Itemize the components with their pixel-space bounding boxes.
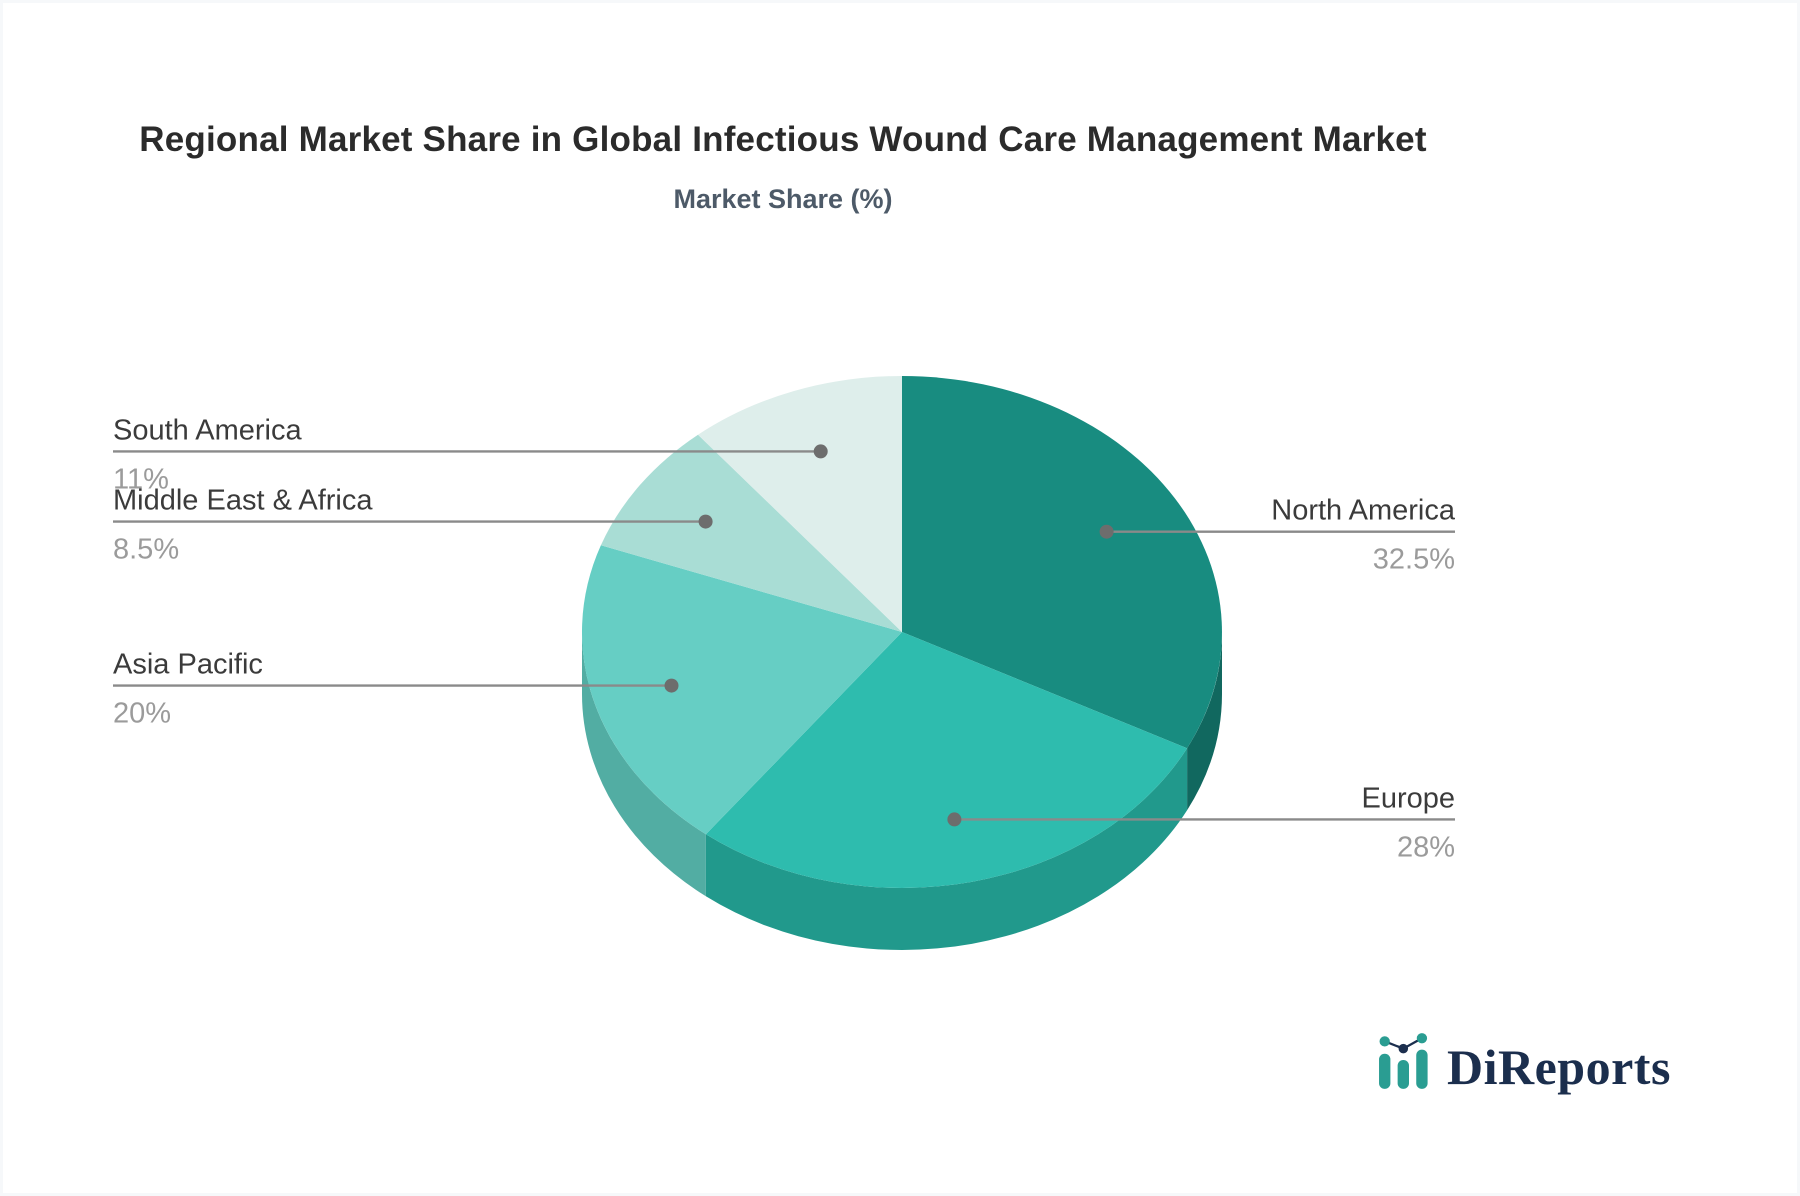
leader-dot-middle-east-africa bbox=[698, 514, 713, 529]
slice-value-south-america: 11% bbox=[113, 463, 169, 495]
slice-value-middle-east-africa: 8.5% bbox=[113, 534, 179, 566]
leader-dot-asia-pacific bbox=[664, 678, 679, 693]
slice-label-south-america: South America bbox=[113, 414, 302, 446]
pie-slice-side-north-america bbox=[1187, 632, 1222, 811]
slice-label-asia-pacific: Asia Pacific bbox=[113, 649, 263, 681]
slice-label-middle-east-africa: Middle East & Africa bbox=[113, 485, 373, 517]
brand-logo: DiReports bbox=[1378, 1032, 1671, 1092]
slice-label-europe: Europe bbox=[1361, 782, 1455, 814]
bar-chart-trend-icon bbox=[1379, 1033, 1428, 1089]
leader-dot-north-america bbox=[1099, 524, 1114, 539]
slice-value-asia-pacific: 20% bbox=[113, 698, 171, 730]
leader-dot-south-america bbox=[813, 444, 828, 459]
leader-dot-europe bbox=[947, 812, 962, 827]
chart-subtitle: Market Share (%) bbox=[673, 184, 893, 214]
slice-value-europe: 28% bbox=[1397, 831, 1455, 863]
pie-slice-side-asia-pacific bbox=[582, 632, 706, 897]
chart-title: Regional Market Share in Global Infectio… bbox=[139, 120, 1427, 159]
pie-slice-asia-pacific[interactable] bbox=[581, 545, 902, 835]
pie-slice-side-europe bbox=[705, 748, 1188, 950]
pie-slice-north-america[interactable] bbox=[902, 376, 1222, 749]
slice-value-north-america: 32.5% bbox=[1373, 544, 1455, 576]
slice-label-north-america: North America bbox=[1271, 495, 1456, 527]
pie-slice-middle-east-africa[interactable] bbox=[600, 434, 902, 632]
pie-slice-south-america[interactable] bbox=[698, 376, 902, 632]
pie-slice-europe[interactable] bbox=[705, 632, 1188, 888]
brand-name: DiReports bbox=[1447, 1039, 1671, 1095]
